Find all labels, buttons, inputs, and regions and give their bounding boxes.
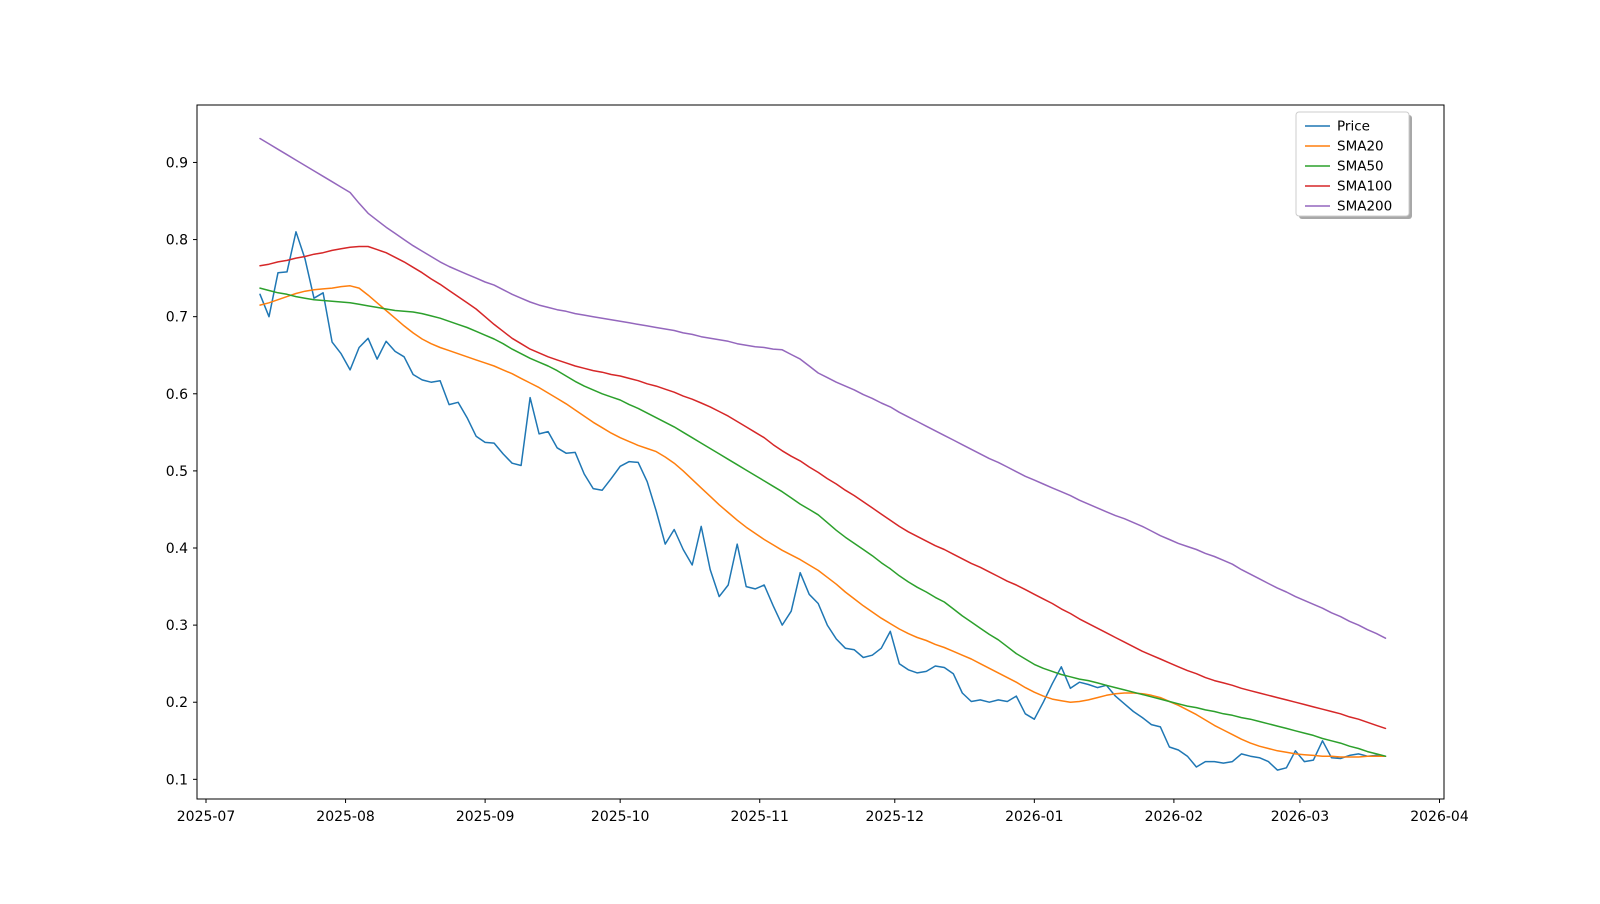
legend-label-sma200: SMA200 — [1337, 199, 1392, 215]
sma50-line — [259, 287, 1387, 757]
y-tick-label: 0.1 — [166, 772, 188, 788]
legend-label-sma50: SMA50 — [1337, 159, 1384, 175]
y-tick-label: 0.2 — [166, 695, 188, 711]
y-tick-label: 0.6 — [166, 387, 188, 403]
legend-box — [1295, 111, 1410, 217]
plot-area — [196, 104, 1445, 800]
sma100-line — [259, 245, 1387, 730]
legend-label-price: Price — [1337, 119, 1370, 135]
x-tick-label: 2026-04 — [1410, 809, 1469, 825]
y-tick-label: 0.7 — [166, 310, 188, 326]
y-tick-label: 0.5 — [166, 464, 188, 480]
x-tick-label: 2026-01 — [1005, 809, 1064, 825]
x-tick-label: 2025-07 — [177, 809, 236, 825]
y-tick-label: 0.4 — [166, 541, 188, 557]
y-tick-label: 0.9 — [166, 155, 188, 171]
x-tick-label: 2025-08 — [316, 809, 375, 825]
legend-label-sma20: SMA20 — [1337, 139, 1384, 155]
x-tick-label: 2026-03 — [1271, 809, 1330, 825]
sma20-line — [259, 285, 1387, 758]
y-tick-label: 0.3 — [166, 618, 188, 634]
x-tick-label: 2025-09 — [456, 809, 515, 825]
y-tick-label: 0.8 — [166, 233, 188, 249]
sma200-line — [259, 137, 1387, 639]
price-line — [259, 231, 1387, 771]
legend-label-sma100: SMA100 — [1337, 179, 1392, 195]
x-tick-label: 2025-12 — [866, 809, 925, 825]
x-tick-label: 2026-02 — [1145, 809, 1204, 825]
x-tick-label: 2025-11 — [730, 809, 789, 825]
x-tick-label: 2025-10 — [591, 809, 650, 825]
